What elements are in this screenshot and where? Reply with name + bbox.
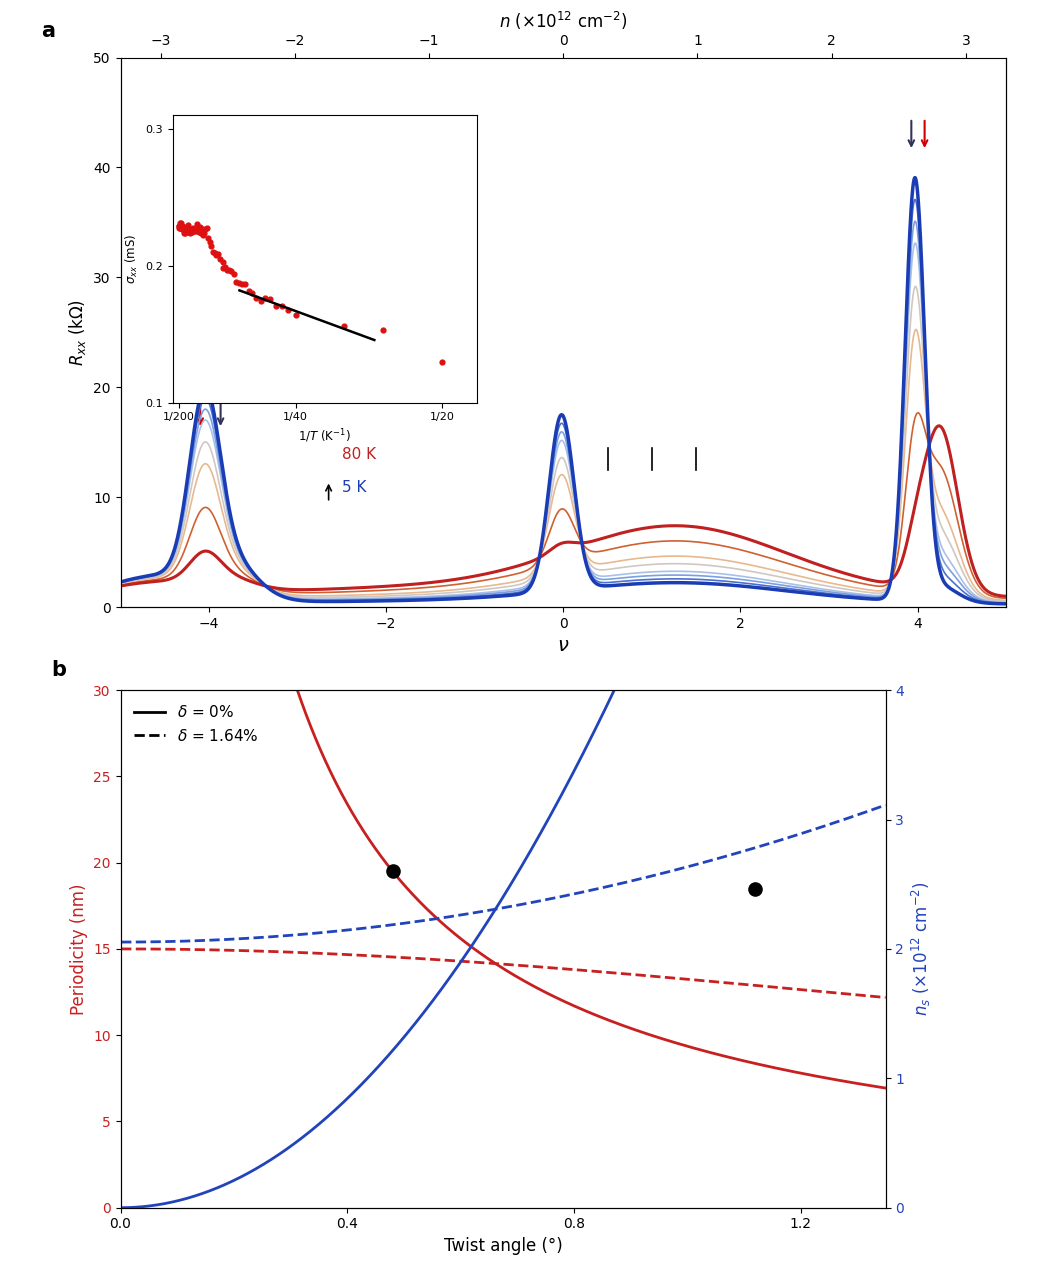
Point xyxy=(180,219,197,239)
Point xyxy=(172,213,189,234)
Point xyxy=(274,295,290,316)
Point xyxy=(177,220,194,240)
Point xyxy=(183,219,200,239)
Point xyxy=(176,222,193,243)
Legend: $\delta$ = 0%, $\delta$ = 1.64%: $\delta$ = 0%, $\delta$ = 1.64% xyxy=(128,698,265,750)
Text: b: b xyxy=(51,659,67,680)
Point xyxy=(172,219,189,239)
Point xyxy=(280,300,297,321)
Point xyxy=(212,249,228,270)
Point xyxy=(231,272,247,293)
Point xyxy=(385,861,401,882)
Point xyxy=(194,219,211,239)
Point xyxy=(175,217,192,238)
Y-axis label: $n_s$ ($\times$10$^{12}$ cm$^{-2}$): $n_s$ ($\times$10$^{12}$ cm$^{-2}$) xyxy=(910,882,933,1016)
Point xyxy=(248,288,265,308)
Point xyxy=(187,220,203,240)
Point xyxy=(216,257,233,277)
Point xyxy=(171,216,188,236)
Point xyxy=(287,305,304,326)
Point xyxy=(178,217,195,238)
X-axis label: Twist angle (°): Twist angle (°) xyxy=(443,1237,563,1255)
Point xyxy=(180,215,197,235)
Point xyxy=(223,261,240,281)
Point xyxy=(240,281,257,302)
Point xyxy=(200,227,217,248)
Point xyxy=(171,217,188,238)
Point xyxy=(244,282,261,303)
Point xyxy=(267,295,284,316)
Point xyxy=(747,878,764,898)
Point xyxy=(174,219,191,239)
Text: 5 K: 5 K xyxy=(342,479,367,495)
Point xyxy=(176,224,193,244)
Point xyxy=(191,217,208,238)
Point xyxy=(201,231,218,252)
Point xyxy=(198,217,215,238)
Point xyxy=(173,213,190,234)
Point xyxy=(190,220,206,240)
Point xyxy=(234,273,250,294)
Point xyxy=(177,221,194,242)
Text: 80 K: 80 K xyxy=(342,447,376,461)
Point xyxy=(182,220,199,240)
Point xyxy=(179,222,196,243)
Point xyxy=(210,244,226,265)
Point xyxy=(175,219,192,239)
Point xyxy=(218,261,235,281)
Point xyxy=(181,219,198,239)
Point xyxy=(197,219,214,239)
Point xyxy=(204,242,221,262)
Point xyxy=(188,221,204,242)
Point xyxy=(262,289,279,309)
Point xyxy=(237,275,254,295)
Point xyxy=(225,263,242,284)
X-axis label: $\nu$: $\nu$ xyxy=(558,636,569,656)
Point xyxy=(185,221,202,242)
Point xyxy=(174,219,191,239)
X-axis label: $1/T$ (K$^{-1}$): $1/T$ (K$^{-1}$) xyxy=(299,428,351,446)
Point xyxy=(214,252,231,272)
Point xyxy=(196,224,213,244)
X-axis label: $n$ ($\times$10$^{12}$ cm$^{-2}$): $n$ ($\times$10$^{12}$ cm$^{-2}$) xyxy=(499,10,628,32)
Point xyxy=(184,222,201,243)
Point xyxy=(172,219,189,239)
Point xyxy=(178,221,195,242)
Y-axis label: $\sigma_{xx}$ (mS): $\sigma_{xx}$ (mS) xyxy=(124,234,139,284)
Point xyxy=(203,235,220,256)
Point xyxy=(375,320,392,340)
Point xyxy=(227,271,244,291)
Point xyxy=(192,222,209,243)
Point xyxy=(209,245,225,266)
Text: a: a xyxy=(41,20,54,41)
Point xyxy=(336,316,353,336)
Y-axis label: Periodicity (nm): Periodicity (nm) xyxy=(69,883,88,1015)
Point xyxy=(182,222,199,243)
Point xyxy=(206,243,223,263)
Point xyxy=(190,222,206,243)
Point xyxy=(253,291,269,312)
Point xyxy=(257,288,274,308)
Point xyxy=(214,258,231,279)
Point xyxy=(171,216,188,236)
Point xyxy=(184,217,201,238)
Point xyxy=(174,216,191,236)
Point xyxy=(434,351,451,372)
Point xyxy=(173,216,190,236)
Point xyxy=(195,225,212,245)
Point xyxy=(220,259,237,280)
Point xyxy=(189,215,205,235)
Y-axis label: $R_{xx}$ (k$\Omega$): $R_{xx}$ (k$\Omega$) xyxy=(67,299,88,366)
